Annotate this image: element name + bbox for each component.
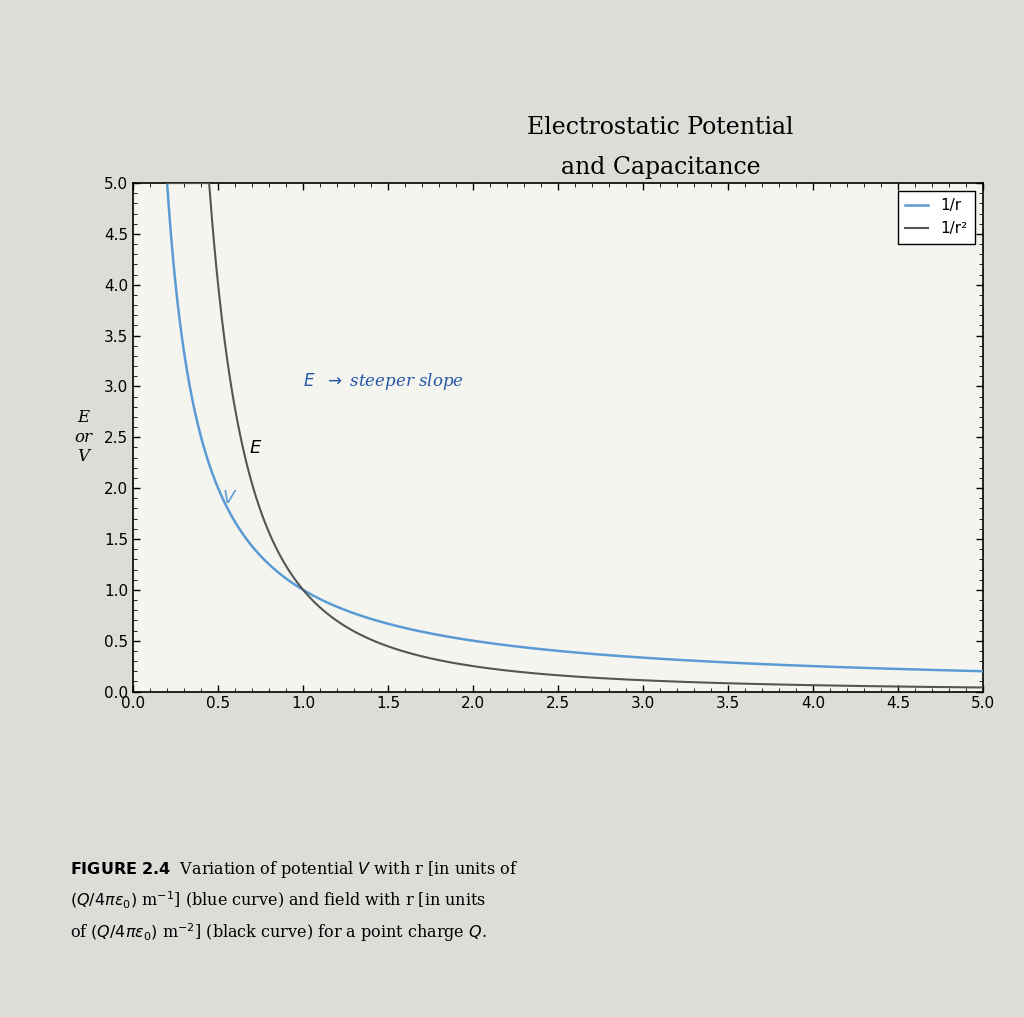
Text: $\bf{FIGURE\ 2.4}$  Variation of potential $V$ with r [in units of
$(Q/4\pi\epsi: $\bf{FIGURE\ 2.4}$ Variation of potentia… — [70, 859, 518, 944]
Text: and Capacitance: and Capacitance — [561, 157, 760, 179]
Text: $V$: $V$ — [221, 489, 237, 507]
Text: Electrostatic Potential: Electrostatic Potential — [527, 116, 794, 138]
Y-axis label: E
or
V: E or V — [74, 409, 92, 466]
Text: $E$  $\rightarrow$ steeper slope: $E$ $\rightarrow$ steeper slope — [303, 371, 464, 393]
Text: $E$: $E$ — [249, 438, 262, 457]
Legend: 1/r, 1/r²: 1/r, 1/r² — [898, 191, 976, 244]
